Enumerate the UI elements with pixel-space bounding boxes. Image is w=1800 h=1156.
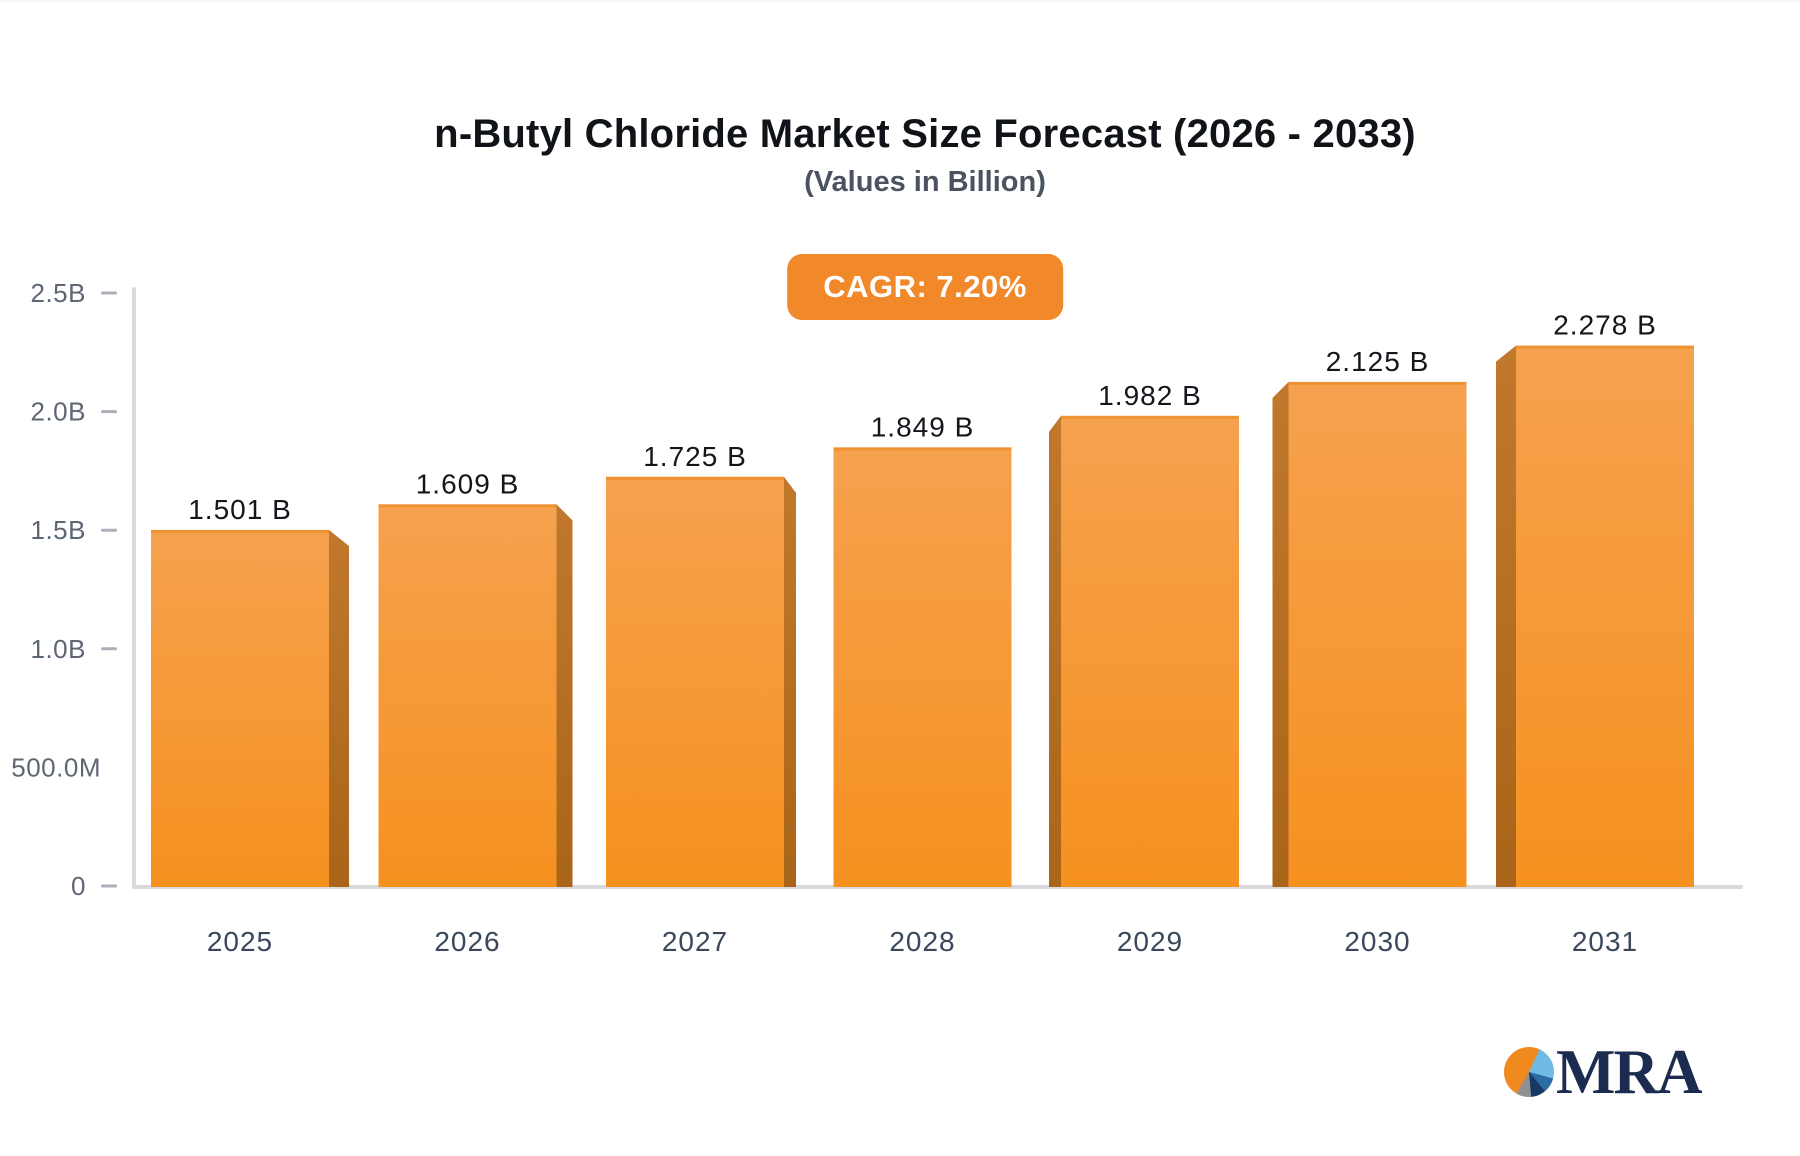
- bar-side-face: [1272, 381, 1289, 887]
- x-axis-label: 2025: [207, 926, 273, 957]
- x-axis-label: 2031: [1572, 926, 1638, 957]
- y-axis-tick: [101, 410, 117, 414]
- x-axis-label: 2029: [1117, 926, 1183, 957]
- bar-front-face: [1516, 345, 1694, 887]
- cagr-badge: CAGR: 7.20%: [787, 254, 1063, 320]
- bar-side-face: [1496, 345, 1516, 887]
- x-axis-label: 2030: [1344, 926, 1410, 957]
- bar-side-face: [784, 476, 796, 887]
- bar-value-label: 1.609 B: [416, 468, 520, 499]
- bar-2025[interactable]: 1.501 B: [151, 494, 349, 887]
- bar-top-edge: [378, 504, 557, 508]
- bar-2028[interactable]: 1.849 B: [833, 411, 1012, 887]
- brand-logo: MRA: [1504, 1036, 1702, 1107]
- y-axis-label: 500.0M: [11, 752, 101, 782]
- bar-value-label: 1.849 B: [871, 411, 975, 442]
- x-axis-label: 2027: [662, 926, 728, 957]
- bar-top-edge: [1288, 381, 1467, 385]
- bar-side-face: [1049, 415, 1061, 887]
- bar-front-face: [1061, 415, 1239, 887]
- bar-2027[interactable]: 1.725 B: [606, 441, 796, 887]
- y-axis-label: 1.5B: [31, 515, 87, 545]
- y-axis-line: [132, 287, 136, 889]
- bar-front-face: [378, 504, 557, 887]
- y-axis-tick: [101, 528, 117, 532]
- bar-top-edge: [1061, 415, 1239, 419]
- y-axis-label: 1.0B: [31, 634, 87, 664]
- bar-value-label: 2.278 B: [1553, 310, 1657, 341]
- bar-top-edge: [833, 447, 1012, 451]
- bar-2030[interactable]: 2.125 B: [1272, 346, 1467, 887]
- y-axis-tick: [101, 291, 117, 295]
- bar-2031[interactable]: 2.278 B: [1496, 310, 1694, 887]
- chart-subtitle: (Values in Billion): [804, 166, 1046, 198]
- page-top-border: [0, 0, 1800, 3]
- bar-top-edge: [606, 476, 784, 480]
- bar-top-edge: [1516, 345, 1694, 349]
- y-axis-label: 2.5B: [31, 278, 87, 308]
- bar-value-label: 1.982 B: [1098, 380, 1202, 411]
- bar-side-face: [329, 529, 349, 887]
- chart-title: n-Butyl Chloride Market Size Forecast (2…: [434, 112, 1416, 156]
- pie-chart-logo-icon: [1504, 1047, 1554, 1097]
- bar-value-label: 1.725 B: [643, 441, 747, 472]
- bar-top-edge: [151, 529, 329, 533]
- bar-front-face: [1288, 381, 1467, 887]
- bar-value-label: 1.501 B: [188, 494, 292, 525]
- bar-2026[interactable]: 1.609 B: [378, 468, 573, 887]
- bar-2029[interactable]: 1.982 B: [1049, 380, 1239, 887]
- y-axis-tick: [101, 884, 117, 888]
- brand-logo-text: MRA: [1556, 1036, 1702, 1107]
- bar-front-face: [151, 529, 329, 887]
- x-axis-label: 2026: [434, 926, 500, 957]
- bar-value-label: 2.125 B: [1326, 346, 1430, 377]
- y-axis-label: 2.0B: [31, 397, 87, 427]
- y-axis-tick: [101, 647, 117, 651]
- bar-side-face: [556, 504, 573, 887]
- bar-front-face: [606, 476, 784, 887]
- bar-front-face: [833, 447, 1012, 887]
- x-axis-label: 2028: [889, 926, 955, 957]
- y-axis-label: 0: [71, 871, 86, 901]
